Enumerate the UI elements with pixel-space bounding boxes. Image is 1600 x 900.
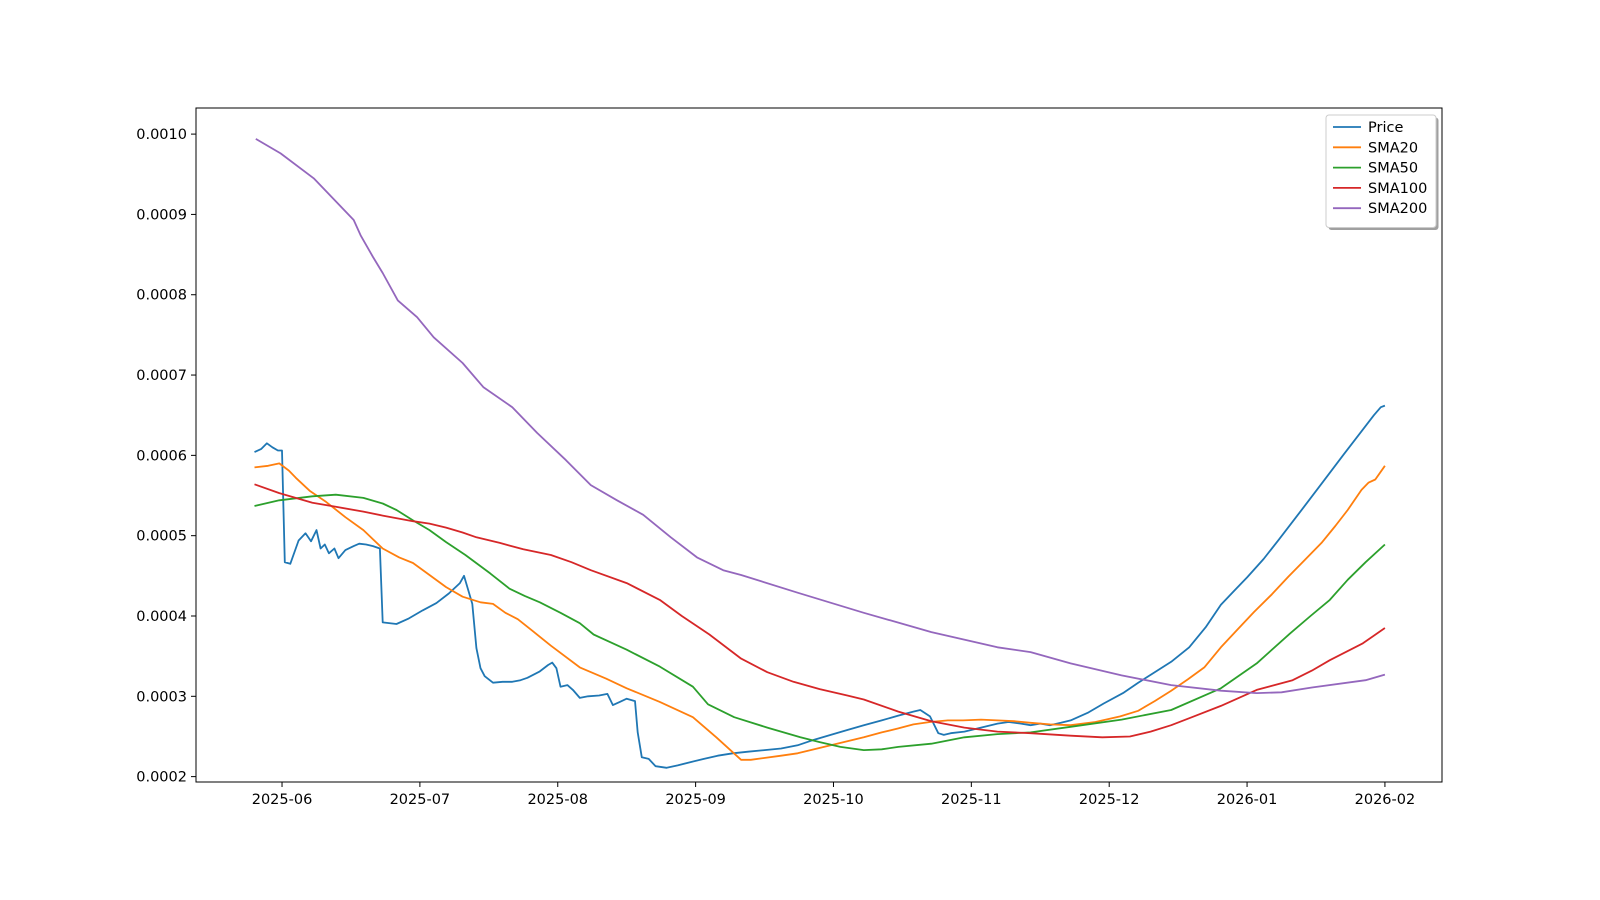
x-axis-tick-label: 2025-07	[390, 792, 451, 808]
x-axis-tick-label: 2025-10	[803, 792, 864, 808]
legend-label-price: Price	[1368, 120, 1403, 136]
y-axis-tick-label: 0.0006	[136, 448, 187, 464]
legend-label-sma50: SMA50	[1368, 161, 1418, 177]
legend-label-sma20: SMA20	[1368, 140, 1418, 156]
y-axis-tick-label: 0.0003	[136, 689, 187, 705]
y-axis-tick-label: 0.0008	[136, 288, 187, 304]
x-axis-tick-label: 2025-09	[665, 792, 726, 808]
x-axis-tick-label: 2025-12	[1079, 792, 1140, 808]
x-axis-tick-label: 2025-11	[941, 792, 1002, 808]
x-axis-tick-label: 2026-01	[1217, 792, 1278, 808]
y-axis-tick-label: 0.0004	[136, 609, 187, 625]
legend-box	[1325, 114, 1437, 228]
y-axis-tick-label: 0.0007	[136, 368, 187, 384]
series-line-price	[254, 404, 1386, 769]
series-line-sma200	[255, 138, 1386, 694]
x-axis-tick-label: 2025-06	[252, 792, 313, 808]
series-line-sma50	[254, 493, 1386, 751]
y-axis-tick-label: 0.0009	[136, 207, 187, 223]
legend-label-sma200: SMA200	[1368, 201, 1427, 217]
series-line-sma100	[254, 483, 1386, 739]
y-axis-tick-label: 0.0002	[136, 770, 187, 786]
series-line-sma20	[254, 462, 1386, 761]
y-axis-tick-label: 0.0005	[136, 529, 187, 545]
y-axis-tick-label: 0.0010	[136, 127, 187, 143]
legend-label-sma100: SMA100	[1368, 181, 1427, 197]
x-axis-tick-label: 2026-02	[1355, 792, 1416, 808]
plot-border	[195, 107, 1443, 783]
x-axis-tick-label: 2025-08	[527, 792, 588, 808]
